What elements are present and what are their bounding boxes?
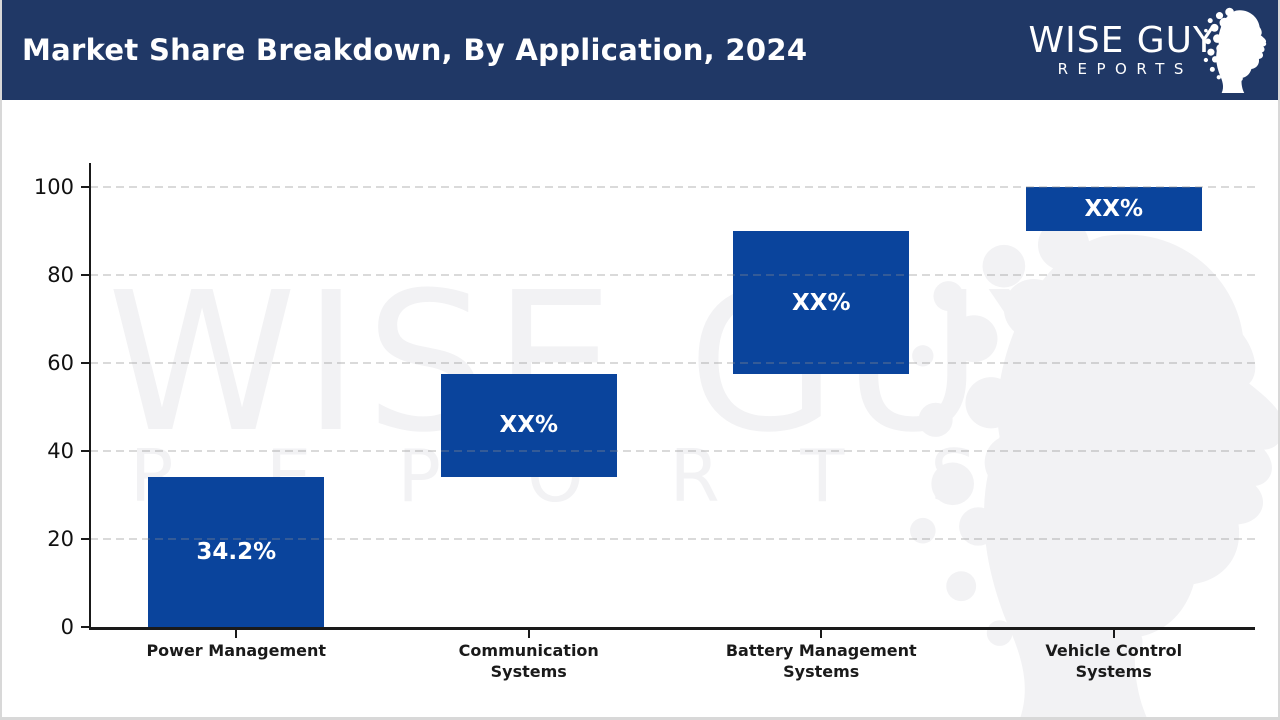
y-tick-label: 80 [47, 263, 74, 287]
y-tick [81, 538, 89, 540]
bar-value-label: XX% [1084, 196, 1143, 222]
y-tick-label: 100 [33, 175, 74, 199]
x-tick [820, 630, 823, 638]
x-tick [1112, 630, 1115, 638]
logo-wordmark: WISE GUY [1028, 19, 1216, 61]
x-category-label: Battery Management Systems [725, 641, 917, 681]
bar-value-label: XX% [791, 289, 851, 316]
bar-1: 34.2% [148, 476, 325, 627]
y-tick [81, 186, 89, 188]
logo-subtitle: REPORTS [1057, 60, 1193, 79]
logo-text: WISE GUY REPORTS [1028, 19, 1217, 79]
bar-4: XX% [1025, 187, 1202, 231]
bar-value-label: 34.2% [196, 538, 277, 565]
wise-guy-logo: WISE GUY REPORTS [1029, 7, 1273, 93]
x-category-label: Power Management [146, 641, 327, 660]
logo-head-icon [1203, 7, 1267, 93]
waterfall-chart: WISE GUY REPORTS 02040608010034.2%XX%XX%… [2, 100, 1278, 717]
chart-title: Market Share Breakdown, By Application, … [22, 33, 808, 67]
x-tick [235, 630, 238, 638]
y-gridline [90, 274, 1255, 276]
x-tick [527, 630, 530, 638]
y-axis-line [89, 163, 91, 630]
x-category-label: Vehicle Control Systems [1045, 641, 1183, 681]
y-tick [81, 626, 89, 628]
y-gridline [90, 538, 1255, 540]
y-tick [81, 450, 89, 452]
y-gridline [90, 362, 1255, 364]
y-tick [81, 274, 89, 276]
y-tick-label: 40 [47, 439, 74, 463]
x-axis-line [89, 627, 1255, 630]
bar-2: XX% [440, 374, 617, 477]
y-tick-label: 60 [47, 351, 74, 375]
y-gridline [90, 450, 1255, 452]
bar-value-label: XX% [499, 412, 558, 439]
x-category-label: Communication Systems [458, 641, 599, 681]
header: Market Share Breakdown, By Application, … [2, 0, 1278, 100]
y-tick-label: 20 [47, 527, 74, 551]
y-tick [81, 362, 89, 364]
bar-3: XX% [733, 231, 910, 374]
y-tick-label: 0 [60, 615, 74, 639]
y-gridline [90, 186, 1255, 188]
